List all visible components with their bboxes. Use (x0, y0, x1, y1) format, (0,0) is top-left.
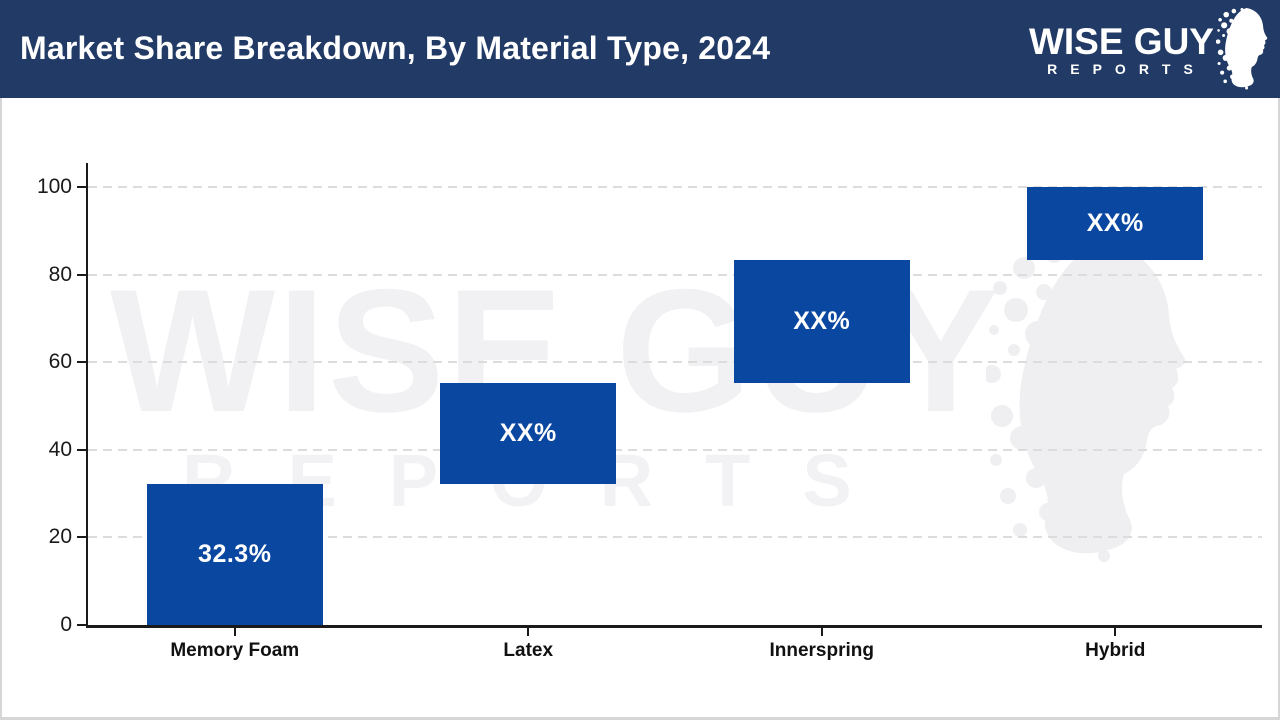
y-tick-label-100: 100 (36, 175, 72, 198)
page-border-left (0, 98, 2, 720)
x-tick-label-latex: Latex (503, 640, 554, 661)
y-tick-label-20: 20 (48, 525, 72, 549)
logo-wordmark: WISE GUY (1028, 21, 1214, 63)
y-tick-40 (77, 448, 86, 451)
gridline-100 (88, 186, 1262, 188)
bar-label-latex: XX% (499, 418, 557, 447)
y-tick-20 (77, 536, 86, 539)
x-tick-label-memory-foam: Memory Foam (170, 640, 300, 661)
bar-label-memory-foam: 32.3% (198, 539, 272, 568)
bar-latex (440, 382, 617, 484)
x-tick-innerspring (820, 628, 823, 636)
x-axis (86, 625, 1262, 628)
y-tick-label-60: 60 (48, 350, 72, 374)
y-tick-80 (77, 273, 86, 276)
gridline-80 (88, 273, 1262, 276)
page-title: Market Share Breakdown, By Material Type… (20, 29, 771, 66)
logo-text: WISE GUY REPORTS (1029, 22, 1214, 76)
x-tick-label-innerspring: Innerspring (769, 640, 874, 661)
x-tick-hybrid (1114, 628, 1117, 636)
bar-label-hybrid: XX% (1086, 209, 1144, 238)
page-border-bottom (0, 717, 1280, 720)
gridline-20 (88, 536, 1262, 539)
x-tick-latex (527, 628, 530, 636)
brand-logo: WISE GUY REPORTS (1029, 6, 1268, 92)
y-tick-0 (77, 624, 86, 626)
y-axis (86, 163, 88, 628)
y-tick-label-80: 80 (48, 262, 72, 286)
y-tick-label-0: 0 (60, 613, 72, 636)
y-tick-label-40: 40 (48, 437, 72, 461)
page-border-right (1278, 98, 1280, 720)
bar-memory-foam (146, 483, 323, 625)
logo-face-icon (1216, 8, 1268, 90)
bar-hybrid (1027, 187, 1204, 261)
header: Market Share Breakdown, By Material Type… (0, 0, 1280, 98)
x-tick-label-hybrid: Hybrid (1085, 640, 1146, 661)
gridline-40 (88, 448, 1262, 451)
y-tick-60 (77, 361, 86, 364)
logo-subtitle: REPORTS (1047, 60, 1206, 77)
x-tick-memory-foam (233, 628, 236, 636)
bar-label-innerspring: XX% (793, 306, 851, 335)
y-tick-100 (77, 186, 86, 188)
bar-innerspring (733, 260, 910, 383)
gridline-60 (88, 361, 1262, 364)
